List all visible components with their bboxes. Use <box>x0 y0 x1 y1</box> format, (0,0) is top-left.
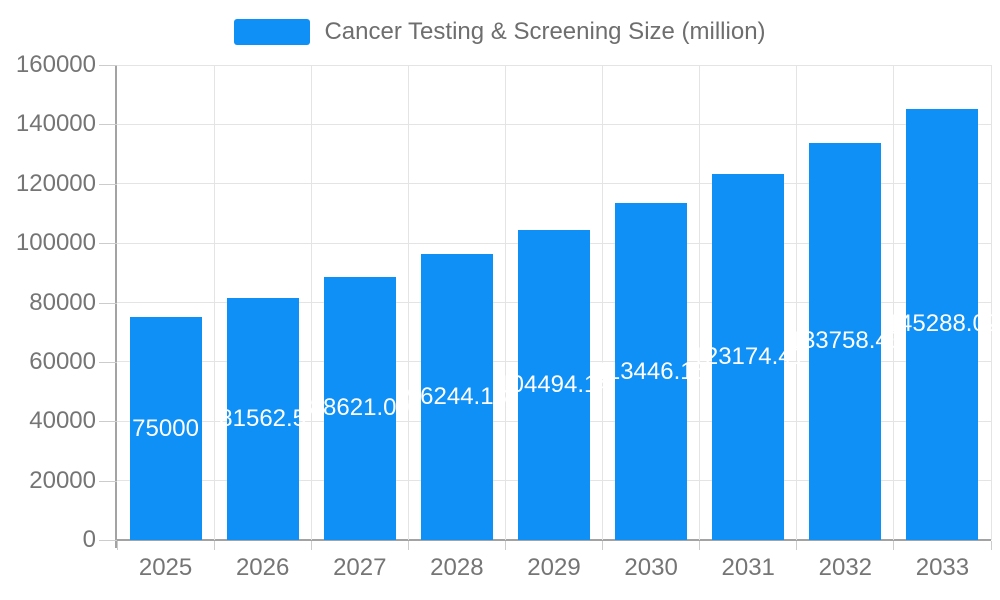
bar[interactable] <box>809 142 882 540</box>
x-tick-mark <box>990 541 992 550</box>
legend-item[interactable]: Cancer Testing & Screening Size (million… <box>0 16 1000 48</box>
x-tick-mark <box>699 541 701 550</box>
gridline-v <box>699 65 701 540</box>
x-tick-mark <box>602 541 604 550</box>
gridline-v <box>310 65 312 540</box>
x-axis-tick-label: 2027 <box>333 554 387 581</box>
gridline-v <box>796 65 798 540</box>
bar[interactable] <box>226 297 299 540</box>
gridline-v <box>504 65 506 540</box>
x-tick-mark <box>310 541 312 550</box>
gridline-v <box>602 65 604 540</box>
bar[interactable] <box>323 276 396 540</box>
x-axis-tick-label: 2032 <box>818 554 873 581</box>
x-axis-line <box>117 539 991 541</box>
plot-area: 75000 81562.5 88621.09 96244.18 104494.14 113… <box>117 64 999 540</box>
y-axis-tick-label: 140000 <box>15 110 96 138</box>
y-axis-tick-label: 160000 <box>15 51 96 78</box>
y-axis-line <box>115 65 117 548</box>
gridline-v <box>213 65 215 540</box>
gridline-h <box>117 123 991 125</box>
bar[interactable] <box>518 229 590 540</box>
gridline-v <box>893 65 895 540</box>
legend-label: Cancer Testing & Screening Size (million… <box>324 18 766 45</box>
bar[interactable] <box>906 108 979 540</box>
bar[interactable] <box>615 203 688 540</box>
y-tick-mark <box>99 124 117 126</box>
y-tick-mark <box>99 361 117 363</box>
y-axis-tick-label: 0 <box>82 526 96 553</box>
y-axis-tick-label: 100000 <box>15 229 96 257</box>
y-axis-tick-label: 80000 <box>29 288 96 316</box>
x-tick-mark <box>893 541 895 550</box>
y-axis-tick-label: 60000 <box>29 347 96 375</box>
x-axis-tick-label: 2026 <box>235 554 290 581</box>
y-axis-tick-label: 20000 <box>29 466 96 494</box>
bar[interactable] <box>420 254 493 540</box>
x-tick-mark <box>796 541 798 550</box>
gridline-h <box>117 183 991 185</box>
x-axis-tick-label: 2033 <box>915 554 970 581</box>
x-tick-mark <box>407 541 409 550</box>
x-tick-mark <box>116 541 118 550</box>
y-tick-mark <box>99 65 117 66</box>
x-tick-mark <box>213 541 215 550</box>
x-axis-tick-label: 2029 <box>527 554 581 581</box>
x-axis-tick-label: 2031 <box>721 554 775 581</box>
y-tick-mark <box>99 183 117 185</box>
y-axis-tick-label: 40000 <box>29 407 96 435</box>
y-tick-mark <box>99 243 117 245</box>
x-tick-mark <box>504 541 506 550</box>
y-tick-mark <box>99 540 117 541</box>
x-axis-tick-label: 2028 <box>430 554 484 581</box>
gridline-h <box>117 64 991 66</box>
y-tick-mark <box>99 421 117 423</box>
legend-swatch-icon <box>234 19 311 45</box>
y-tick-mark <box>99 302 117 304</box>
gridline-v <box>990 65 992 540</box>
y-tick-mark <box>99 480 117 482</box>
gridline-v <box>407 65 409 540</box>
y-axis-tick-label: 120000 <box>15 169 96 197</box>
x-axis-tick-label: 2030 <box>624 554 678 581</box>
x-axis-tick-label: 2025 <box>138 554 193 581</box>
bar[interactable] <box>712 174 785 540</box>
bar[interactable] <box>129 317 202 540</box>
